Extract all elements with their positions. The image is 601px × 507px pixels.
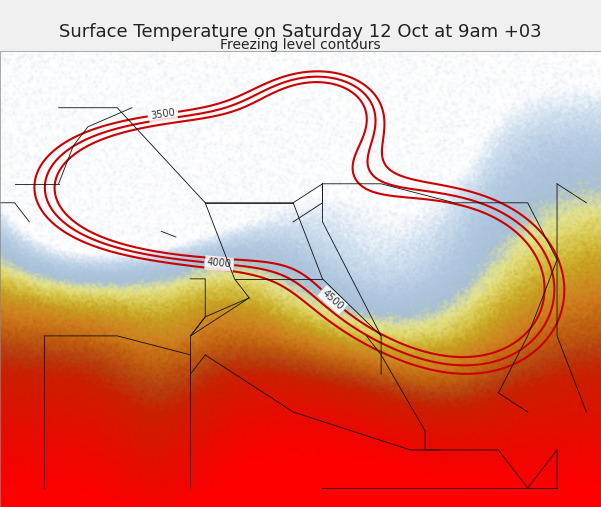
Text: 4500: 4500 [320,288,346,312]
Text: 3500: 3500 [150,107,175,121]
Text: 4000: 4000 [206,258,232,270]
Text: Surface Temperature on Saturday 12 Oct at 9am +03: Surface Temperature on Saturday 12 Oct a… [59,23,542,41]
Text: Freezing level contours: Freezing level contours [220,38,381,52]
